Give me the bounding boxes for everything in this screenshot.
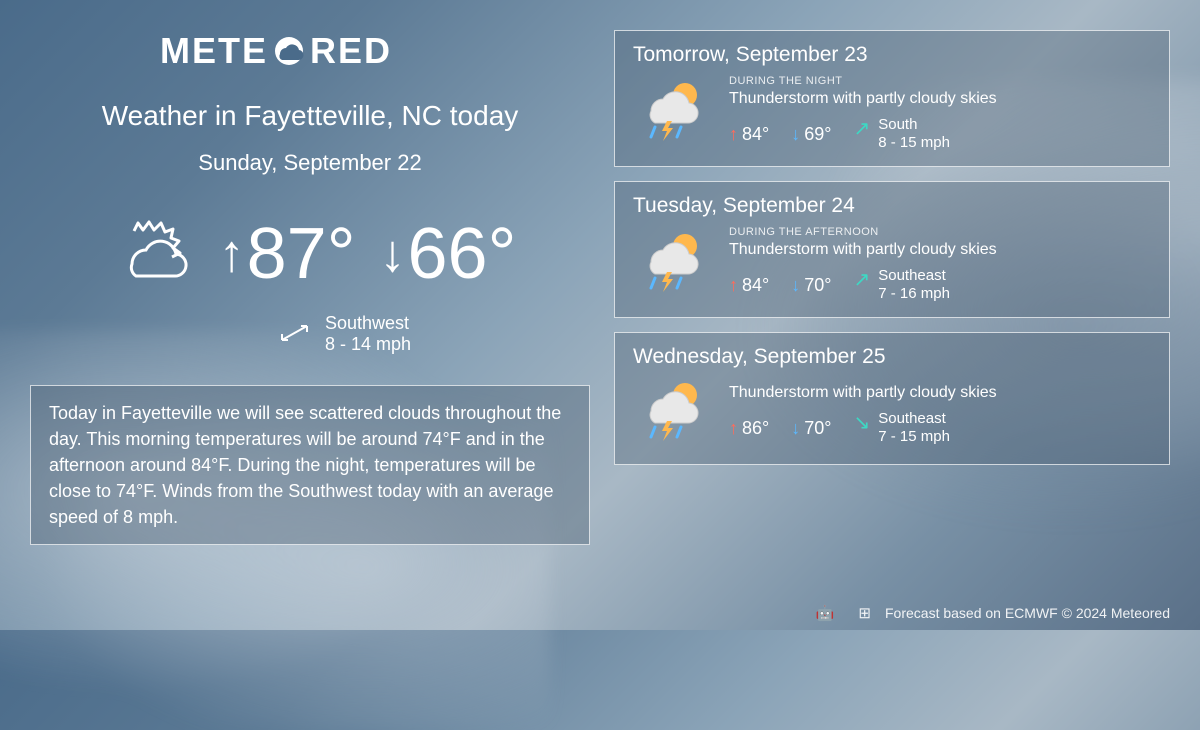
forecast-low: ↓ 69°: [791, 124, 831, 145]
wind-arrow-icon: ↗: [853, 267, 870, 292]
forecast-high: ↑ 84°: [729, 124, 769, 145]
forecast-wind: ↘ Southeast 7 - 15 mph: [853, 410, 949, 446]
today-low: ↓ 66°: [380, 213, 517, 295]
arrow-down-icon: ↓: [791, 275, 800, 296]
brand-name-post: RED: [310, 30, 392, 72]
forecast-high: ↑ 84°: [729, 275, 769, 296]
brand-cloud-icon: [270, 36, 308, 66]
arrow-up-icon: ↑: [729, 275, 738, 296]
partly-cloudy-icon: [104, 206, 199, 301]
wind-arrow-icon: [279, 320, 315, 349]
today-wind: Southwest 8 - 14 mph: [100, 313, 590, 355]
windows-icon: ⊞: [858, 604, 871, 622]
today-description: Today in Fayetteville we will see scatte…: [30, 385, 590, 545]
footer: 🤖 ⊞ Forecast based on ECMWF © 2024 Meteo…: [816, 604, 1170, 622]
brand-logo: METE RED: [160, 30, 590, 72]
arrow-up-icon: ↑: [219, 224, 245, 284]
today-wind-dir: Southwest: [325, 313, 411, 334]
wind-arrow-icon: ↘: [853, 410, 870, 435]
arrow-down-icon: ↓: [380, 224, 406, 284]
thunderstorm-icon: [633, 377, 711, 450]
forecast-condition: Thunderstorm with partly cloudy skies: [729, 241, 1151, 259]
forecast-list: Tomorrow, September 23 DURING THE NIGHT: [590, 30, 1170, 620]
arrow-up-icon: ↑: [729, 418, 738, 439]
arrow-down-icon: ↓: [791, 124, 800, 145]
thunderstorm-icon: [633, 228, 711, 301]
forecast-high: ↑ 86°: [729, 418, 769, 439]
arrow-down-icon: ↓: [791, 418, 800, 439]
forecast-date: Tuesday, September 24: [633, 194, 1151, 218]
forecast-date: Tomorrow, September 23: [633, 43, 1151, 67]
forecast-card: Wednesday, September 25 Thun: [614, 332, 1170, 465]
forecast-condition: Thunderstorm with partly cloudy skies: [729, 384, 1151, 402]
today-wind-speed: 8 - 14 mph: [325, 334, 411, 355]
page-title: Weather in Fayetteville, NC today: [30, 100, 590, 132]
forecast-condition: Thunderstorm with partly cloudy skies: [729, 90, 1151, 108]
forecast-wind: ↗ South 8 - 15 mph: [853, 116, 949, 152]
today-high: ↑ 87°: [219, 213, 356, 295]
footer-text: Forecast based on ECMWF © 2024 Meteored: [885, 605, 1170, 621]
forecast-date: Wednesday, September 25: [633, 345, 1151, 369]
forecast-period: DURING THE AFTERNOON: [729, 226, 1151, 238]
forecast-low: ↓ 70°: [791, 275, 831, 296]
brand-name-pre: METE: [160, 30, 268, 72]
arrow-up-icon: ↑: [729, 124, 738, 145]
wind-arrow-icon: ↗: [853, 116, 870, 141]
forecast-low: ↓ 70°: [791, 418, 831, 439]
today-main-row: ↑ 87° ↓ 66°: [30, 206, 590, 301]
forecast-period: DURING THE NIGHT: [729, 75, 1151, 87]
forecast-card: Tuesday, September 24 DURING THE AFTERN: [614, 181, 1170, 318]
forecast-card: Tomorrow, September 23 DURING THE NIGHT: [614, 30, 1170, 167]
thunderstorm-icon: [633, 77, 711, 150]
forecast-wind: ↗ Southeast 7 - 16 mph: [853, 267, 949, 303]
today-date: Sunday, September 22: [30, 150, 590, 176]
android-icon: 🤖: [816, 604, 835, 622]
